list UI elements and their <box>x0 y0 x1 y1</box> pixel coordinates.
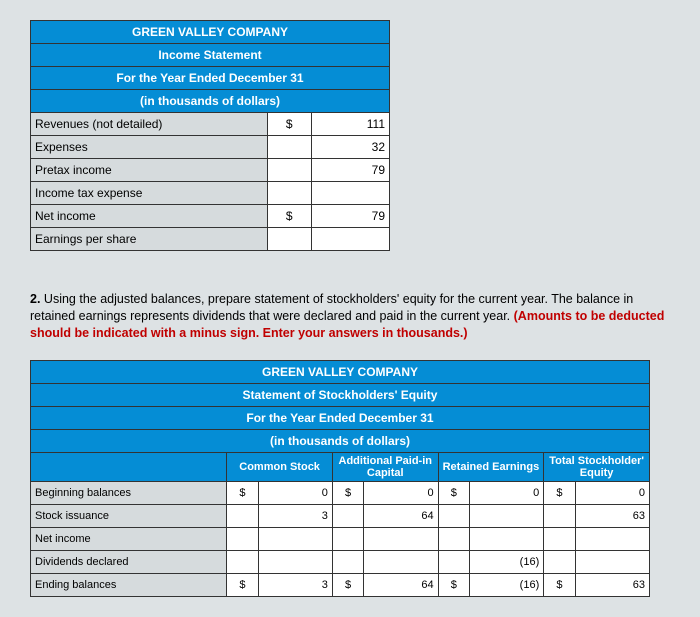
eq-issue-s4 <box>544 504 575 527</box>
eq-div-v3[interactable]: (16) <box>469 550 543 573</box>
income-statement-table: GREEN VALLEY COMPANY Income Statement Fo… <box>30 20 390 251</box>
eq-ni-s4 <box>544 527 575 550</box>
eq-issue-v2[interactable]: 64 <box>364 504 438 527</box>
eq-end-s2: $ <box>332 573 363 596</box>
row-eps-label: Earnings per share <box>31 228 268 251</box>
eq-ni-s3 <box>438 527 469 550</box>
equity-units: (in thousands of dollars) <box>31 429 650 452</box>
eq-ni-s2 <box>332 527 363 550</box>
row-pretax-label: Pretax income <box>31 159 268 182</box>
eq-ni-s1 <box>227 527 258 550</box>
eq-begin-s3: $ <box>438 481 469 504</box>
eq-div-s1 <box>227 550 258 573</box>
equity-colhdr-total: Total Stockholder' Equity <box>544 452 650 481</box>
equity-colhdr-addl: Additional Paid-in Capital <box>332 452 438 481</box>
equity-colhdr-blank <box>31 452 227 481</box>
eq-div-v4[interactable] <box>575 550 649 573</box>
eq-issue-s1 <box>227 504 258 527</box>
eq-begin-v3[interactable]: 0 <box>469 481 543 504</box>
row-pretax-sym <box>267 159 311 182</box>
instruction-text: 2. Using the adjusted balances, prepare … <box>30 291 670 342</box>
equity-period: For the Year Ended December 31 <box>31 406 650 429</box>
eq-end-s4: $ <box>544 573 575 596</box>
eq-end-s3: $ <box>438 573 469 596</box>
eq-begin-s2: $ <box>332 481 363 504</box>
eq-div-v1[interactable] <box>258 550 332 573</box>
row-netinc-sym: $ <box>267 205 311 228</box>
equity-table: GREEN VALLEY COMPANY Statement of Stockh… <box>30 360 650 597</box>
equity-company: GREEN VALLEY COMPANY <box>31 360 650 383</box>
row-revenues-label: Revenues (not detailed) <box>31 113 268 136</box>
eq-issue-label: Stock issuance <box>31 504 227 527</box>
eq-div-label: Dividends declared <box>31 550 227 573</box>
eq-begin-v1[interactable]: 0 <box>258 481 332 504</box>
eq-begin-s4: $ <box>544 481 575 504</box>
row-taxexp-sym <box>267 182 311 205</box>
eq-issue-s2 <box>332 504 363 527</box>
eq-issue-v3[interactable] <box>469 504 543 527</box>
eq-ni-v4[interactable] <box>575 527 649 550</box>
row-netinc-val[interactable]: 79 <box>311 205 389 228</box>
row-eps-sym <box>267 228 311 251</box>
eq-end-label: Ending balances <box>31 573 227 596</box>
income-period: For the Year Ended December 31 <box>31 67 390 90</box>
income-units: (in thousands of dollars) <box>31 90 390 113</box>
eq-begin-s1: $ <box>227 481 258 504</box>
eq-div-v2[interactable] <box>364 550 438 573</box>
eq-div-s4 <box>544 550 575 573</box>
row-expenses-val[interactable]: 32 <box>311 136 389 159</box>
row-revenues-sym: $ <box>267 113 311 136</box>
instruction-number: 2. <box>30 292 40 306</box>
eq-begin-label: Beginning balances <box>31 481 227 504</box>
eq-ni-label: Net income <box>31 527 227 550</box>
eq-end-s1: $ <box>227 573 258 596</box>
eq-ni-v2[interactable] <box>364 527 438 550</box>
equity-colhdr-retained: Retained Earnings <box>438 452 544 481</box>
row-expenses-sym <box>267 136 311 159</box>
eq-end-v1[interactable]: 3 <box>258 573 332 596</box>
eq-issue-v1[interactable]: 3 <box>258 504 332 527</box>
row-netinc-label: Net income <box>31 205 268 228</box>
row-taxexp-val[interactable] <box>311 182 389 205</box>
eq-div-s3 <box>438 550 469 573</box>
row-eps-val[interactable] <box>311 228 389 251</box>
row-pretax-val[interactable]: 79 <box>311 159 389 182</box>
eq-begin-v2[interactable]: 0 <box>364 481 438 504</box>
eq-end-v2[interactable]: 64 <box>364 573 438 596</box>
equity-colhdr-common: Common Stock <box>227 452 333 481</box>
eq-div-s2 <box>332 550 363 573</box>
eq-ni-v3[interactable] <box>469 527 543 550</box>
row-taxexp-label: Income tax expense <box>31 182 268 205</box>
eq-begin-v4[interactable]: 0 <box>575 481 649 504</box>
equity-title: Statement of Stockholders' Equity <box>31 383 650 406</box>
eq-end-v4[interactable]: 63 <box>575 573 649 596</box>
eq-end-v3[interactable]: (16) <box>469 573 543 596</box>
row-revenues-val[interactable]: 111 <box>311 113 389 136</box>
eq-issue-v4[interactable]: 63 <box>575 504 649 527</box>
income-company: GREEN VALLEY COMPANY <box>31 21 390 44</box>
income-title: Income Statement <box>31 44 390 67</box>
eq-ni-v1[interactable] <box>258 527 332 550</box>
row-expenses-label: Expenses <box>31 136 268 159</box>
eq-issue-s3 <box>438 504 469 527</box>
